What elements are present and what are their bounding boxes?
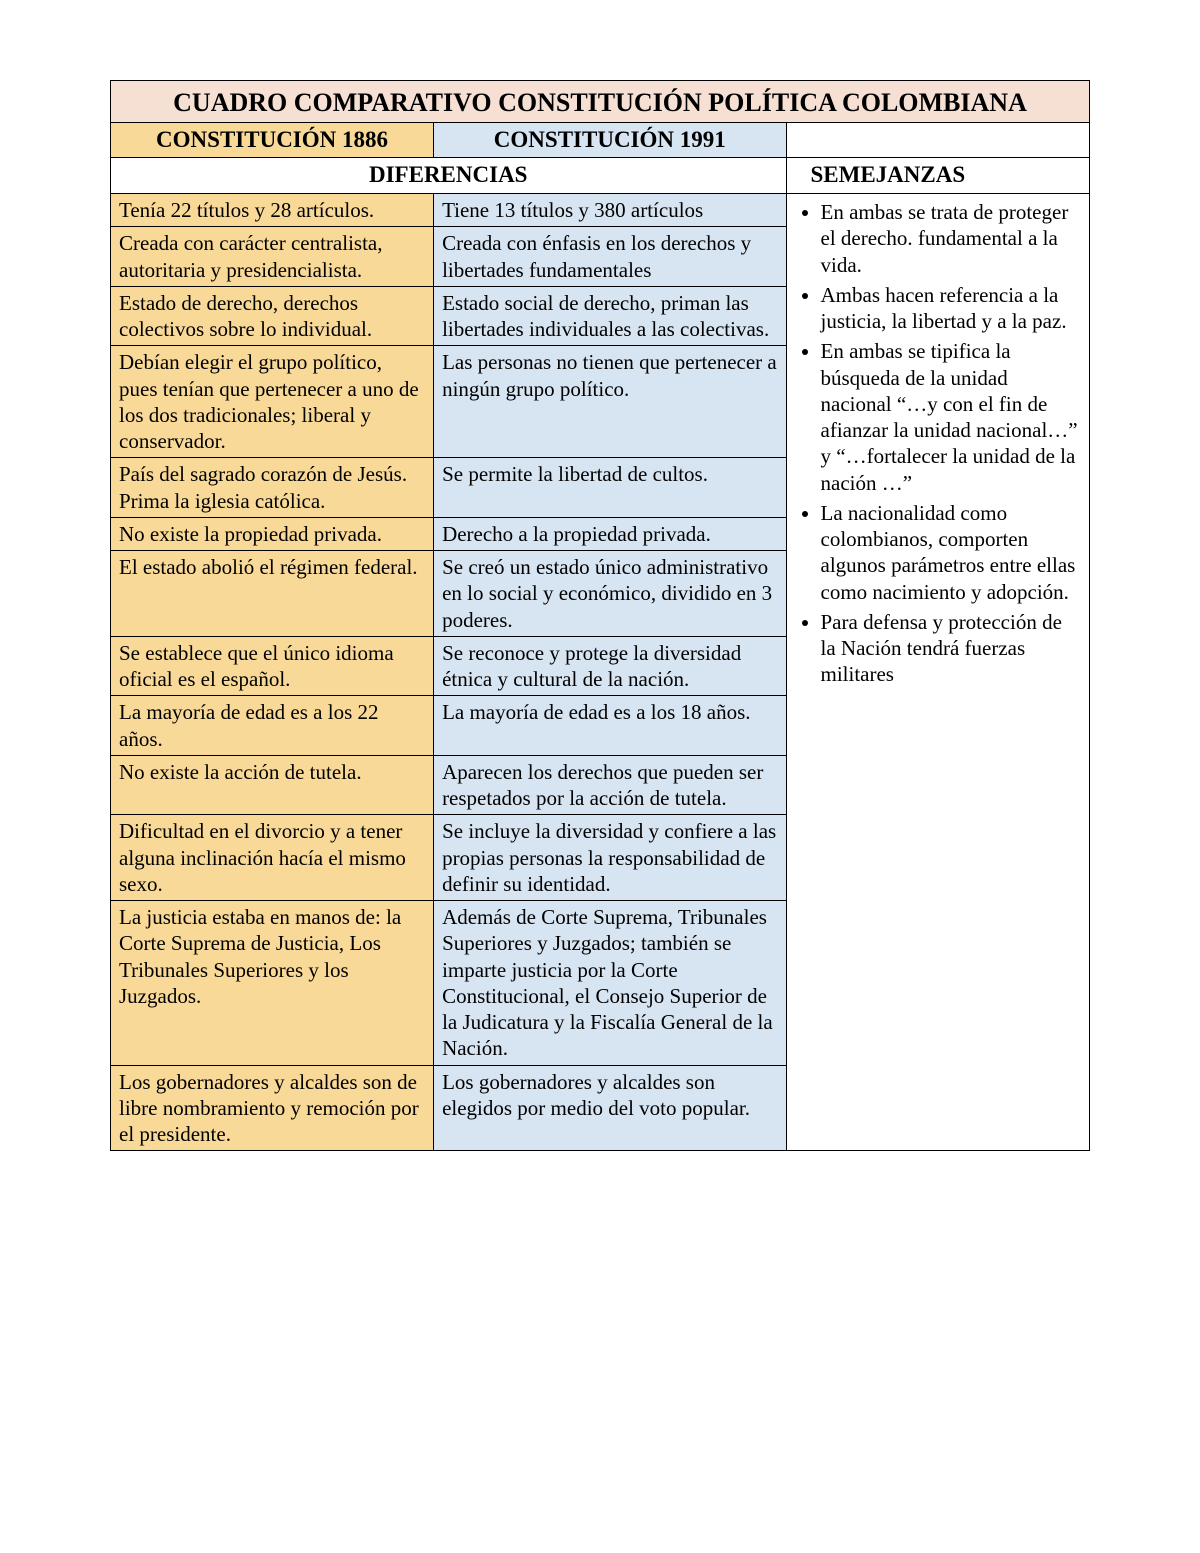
cell-1886: Tenía 22 títulos y 28 artículos. (111, 194, 434, 227)
cell-1886: No existe la acción de tutela. (111, 755, 434, 815)
list-item: La nacionalidad como colombianos, compor… (821, 500, 1082, 605)
table-title: CUADRO COMPARATIVO CONSTITUCIÓN POLÍTICA… (111, 81, 1090, 123)
list-item: Ambas hacen referencia a la justicia, la… (821, 282, 1082, 335)
document-page: CUADRO COMPARATIVO CONSTITUCIÓN POLÍTICA… (0, 0, 1200, 1231)
section-header-row: DIFERENCIAS SEMEJANZAS (111, 158, 1090, 194)
comparison-table: CUADRO COMPARATIVO CONSTITUCIÓN POLÍTICA… (110, 80, 1090, 1151)
cell-1991: Se permite la libertad de cultos. (434, 458, 786, 518)
cell-1991: Aparecen los derechos que pueden ser res… (434, 755, 786, 815)
header-1991: CONSTITUCIÓN 1991 (434, 122, 786, 158)
header-blank (786, 122, 1090, 158)
cell-1886: Estado de derecho, derechos colectivos s… (111, 286, 434, 346)
cell-1886: La justicia estaba en manos de: la Corte… (111, 901, 434, 1066)
cell-1886: Los gobernadores y alcaldes son de libre… (111, 1065, 434, 1151)
cell-1991: La mayoría de edad es a los 18 años. (434, 696, 786, 756)
cell-1886: Debían elegir el grupo político, pues te… (111, 346, 434, 458)
semejanzas-cell: En ambas se trata de proteger el derecho… (786, 194, 1090, 1151)
cell-1991: Además de Corte Suprema, Tribunales Supe… (434, 901, 786, 1066)
header-diferencias: DIFERENCIAS (111, 158, 787, 194)
header-1886: CONSTITUCIÓN 1886 (111, 122, 434, 158)
cell-1886: No existe la propiedad privada. (111, 517, 434, 550)
cell-1886: Creada con carácter centralista, autorit… (111, 227, 434, 287)
cell-1991: Creada con énfasis en los derechos y lib… (434, 227, 786, 287)
column-header-row: CONSTITUCIÓN 1886 CONSTITUCIÓN 1991 (111, 122, 1090, 158)
cell-1886: El estado abolió el régimen federal. (111, 551, 434, 637)
list-item: En ambas se trata de proteger el derecho… (821, 199, 1082, 278)
cell-1991: Los gobernadores y alcaldes son elegidos… (434, 1065, 786, 1151)
cell-1991: Derecho a la propiedad privada. (434, 517, 786, 550)
list-item: En ambas se tipifica la búsqueda de la u… (821, 338, 1082, 496)
table-row: Tenía 22 títulos y 28 artículos. Tiene 1… (111, 194, 1090, 227)
cell-1886: Dificultad en el divorcio y a tener algu… (111, 815, 434, 901)
list-item: Para defensa y protección de la Nación t… (821, 609, 1082, 688)
cell-1991: Se incluye la diversidad y confiere a la… (434, 815, 786, 901)
cell-1991: Se creó un estado único administrativo e… (434, 551, 786, 637)
cell-1991: Las personas no tienen que pertenecer a … (434, 346, 786, 458)
title-row: CUADRO COMPARATIVO CONSTITUCIÓN POLÍTICA… (111, 81, 1090, 123)
header-semejanzas: SEMEJANZAS (786, 158, 1090, 194)
semejanzas-list: En ambas se trata de proteger el derecho… (795, 199, 1082, 688)
cell-1886: País del sagrado corazón de Jesús. Prima… (111, 458, 434, 518)
cell-1991: Tiene 13 títulos y 380 artículos (434, 194, 786, 227)
cell-1886: La mayoría de edad es a los 22 años. (111, 696, 434, 756)
cell-1991: Estado social de derecho, priman las lib… (434, 286, 786, 346)
cell-1886: Se establece que el único idioma oficial… (111, 636, 434, 696)
cell-1991: Se reconoce y protege la diversidad étni… (434, 636, 786, 696)
